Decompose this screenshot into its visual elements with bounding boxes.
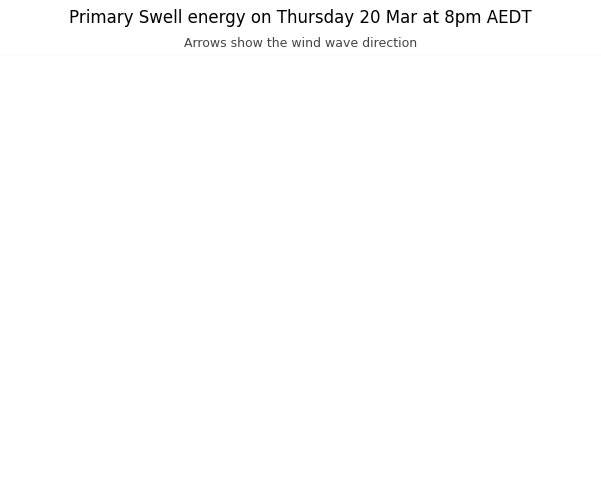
- Text: Arrows show the wind wave direction: Arrows show the wind wave direction: [184, 37, 417, 50]
- Text: Primary Swell energy on Thursday 20 Mar at 8pm AEDT: Primary Swell energy on Thursday 20 Mar …: [69, 9, 532, 27]
- Text: cartopy required: cartopy required: [243, 264, 358, 279]
